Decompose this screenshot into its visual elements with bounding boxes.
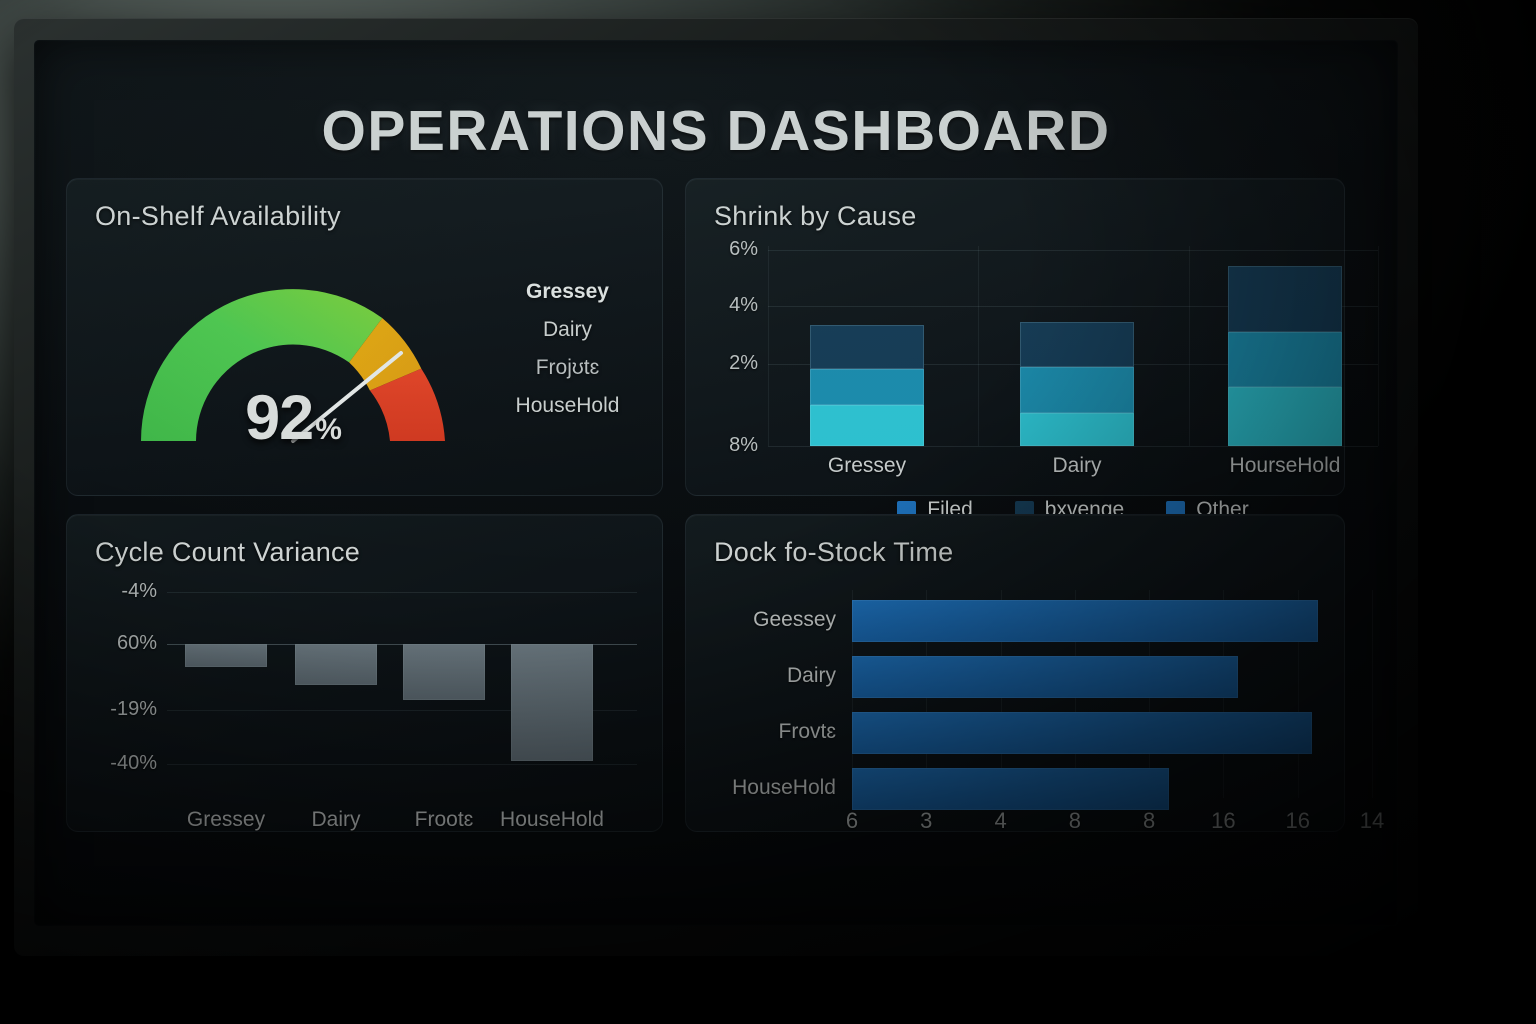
gauge-svg (141, 288, 445, 443)
y-axis-tick-label: -4% (121, 580, 157, 602)
y-axis-tick-label: 60% (116, 632, 157, 654)
shrink-plot-area: 6% 4% 2% 8% Gressey Dairy HourseHold (729, 238, 1379, 477)
cycle-plot-area: -4% 60% -19% -40% Gressey Dairy Frootɛ HouseHol… (110, 580, 637, 831)
gridline-horizontal (167, 764, 637, 765)
page-title: OPERATIONS DASHBOARD (321, 99, 1111, 163)
dock-time-bar[interactable] (852, 656, 1238, 698)
dock-plot-area: 6 3 4 8 8 16 16 14 Geessey Dairy Frovtɛ HouseHold (732, 590, 1384, 833)
panel-title-dock-to-stock-time: Dock fo-Stock Time (714, 537, 954, 567)
x-axis-category-label: Frootɛ (414, 808, 474, 831)
x-axis-tick-label: 3 (920, 808, 933, 833)
stacked-bar[interactable] (1020, 321, 1134, 446)
x-axis-tick-label: 8 (1068, 808, 1081, 833)
gauge-band-warning (349, 317, 422, 390)
monitor-bezel: OPERATIONS DASHBOARD On-Shelf Availabili… (14, 18, 1418, 956)
x-axis-category-label: HouseHold (500, 808, 604, 831)
y-axis-category-label: HouseHold (732, 776, 836, 799)
y-axis-tick-label: 6% (729, 238, 758, 260)
panel-title-shrink-by-cause: Shrink by Cause (714, 201, 917, 231)
gridline-horizontal (167, 710, 637, 711)
x-axis-tick-label: 14 (1359, 808, 1385, 833)
gauge-legend-item-0[interactable]: Gressey (526, 280, 609, 303)
panel-title-on-shelf-availability: On-Shelf Availability (95, 201, 341, 231)
gridline-vertical (978, 246, 980, 446)
variance-bar[interactable] (511, 644, 593, 761)
x-axis-tick-label: 4 (994, 808, 1007, 833)
panel-cycle-count-variance[interactable]: Cycle Count Variance -4% 60% -19% -40% Gress… (66, 514, 663, 832)
dashboard-screen: OPERATIONS DASHBOARD On-Shelf Availabili… (34, 40, 1398, 926)
gauge-legend-item-3[interactable]: HouseHold (515, 394, 620, 417)
gauge-row: 92% Gressey Dairy Frojʊtɛ HouseHold (95, 238, 636, 466)
stacked-bar-segment (1228, 386, 1342, 446)
y-axis-category-label: Frovtɛ (778, 720, 836, 743)
x-axis-tick-label: 8 (1143, 808, 1156, 833)
stacked-bar-segment (1228, 332, 1342, 387)
panel-dock-to-stock-time[interactable]: Dock fo-Stock Time 6 3 4 8 8 16 16 14 Geessey Dai… (685, 514, 1384, 833)
gridline-vertical (1378, 246, 1379, 446)
availability-gauge: 92% (113, 245, 473, 460)
variance-bar[interactable] (185, 644, 267, 667)
stacked-bar[interactable] (810, 324, 924, 446)
y-axis-category-label: Geessey (753, 608, 836, 631)
panel-on-shelf-availability[interactable]: On-Shelf Availability (66, 178, 663, 496)
gridline-horizontal (167, 644, 637, 645)
gridline-vertical (1372, 590, 1373, 798)
gauge-value-readout: 92% (113, 382, 473, 454)
stacked-bar-segment (810, 368, 924, 406)
gauge-legend-item-2[interactable]: Frojʊtɛ (535, 356, 600, 379)
stacked-bar-segment (810, 324, 924, 369)
dashboard-grid: On-Shelf Availability (66, 178, 1384, 913)
x-axis-category-label: HourseHold (1229, 454, 1341, 477)
gauge-value-number: 92 (245, 382, 314, 453)
gridline-horizontal (768, 446, 1378, 447)
x-axis-tick-label: 16 (1285, 808, 1310, 833)
y-axis-tick-label: -19% (110, 698, 157, 720)
stacked-bar[interactable] (1228, 265, 1342, 446)
stacked-bar-segment (1020, 321, 1134, 368)
x-axis-tick-label: 6 (845, 808, 859, 833)
dock-chart: 6 3 4 8 8 16 16 14 Geessey Dairy Frovtɛ HouseHold (714, 590, 1384, 833)
gridline-vertical (768, 246, 769, 446)
stacked-bar-segment (810, 405, 924, 446)
gauge-needle (291, 350, 403, 443)
variance-bar[interactable] (403, 644, 485, 700)
gridline-horizontal (768, 250, 1378, 251)
gridline-vertical (1188, 246, 1190, 446)
y-axis-tick-label: 4% (729, 294, 758, 316)
stacked-bar-segment (1020, 412, 1134, 446)
panel-shrink-by-cause[interactable]: Shrink by Cause 6% 4% 2% 8% Gressey Dairy Hour… (685, 178, 1379, 521)
variance-bar[interactable] (295, 644, 377, 685)
dock-time-bar[interactable] (852, 712, 1313, 754)
cycle-chart: -4% 60% -19% -40% Gressey Dairy Frootɛ HouseHol… (95, 580, 637, 831)
gridline-vertical (1297, 590, 1299, 798)
gauge-value-unit: % (315, 412, 342, 446)
panel-title-cycle-count-variance: Cycle Count Variance (95, 537, 361, 567)
dock-time-bar[interactable] (852, 600, 1319, 642)
gauge-band-critical (369, 368, 445, 441)
gridline-horizontal (167, 592, 637, 593)
y-axis-tick-label: -40% (110, 752, 157, 774)
gauge-band-good (141, 288, 383, 441)
stacked-bar-segment (1020, 367, 1134, 413)
gauge-category-legend: Gressey Dairy Frojʊtɛ HouseHold (499, 280, 636, 418)
x-axis-tick-label: 16 (1211, 808, 1236, 833)
shrink-chart: 6% 4% 2% 8% Gressey Dairy HourseHold Filed bxve… (714, 238, 1379, 521)
gauge-legend-item-1[interactable]: Dairy (542, 318, 592, 341)
dock-time-bar[interactable] (852, 768, 1169, 810)
x-axis-category-label: Dairy (311, 808, 361, 831)
gridline-horizontal (768, 306, 1378, 307)
x-axis-category-label: Dairy (1052, 454, 1102, 477)
x-axis-category-label: Gressey (827, 454, 907, 477)
y-axis-tick-label: 2% (729, 352, 758, 374)
y-axis-category-label: Dairy (786, 664, 836, 687)
stacked-bar-segment (1228, 265, 1342, 333)
y-axis-tick-label: 8% (729, 434, 758, 456)
x-axis-category-label: Gressey (186, 808, 266, 831)
